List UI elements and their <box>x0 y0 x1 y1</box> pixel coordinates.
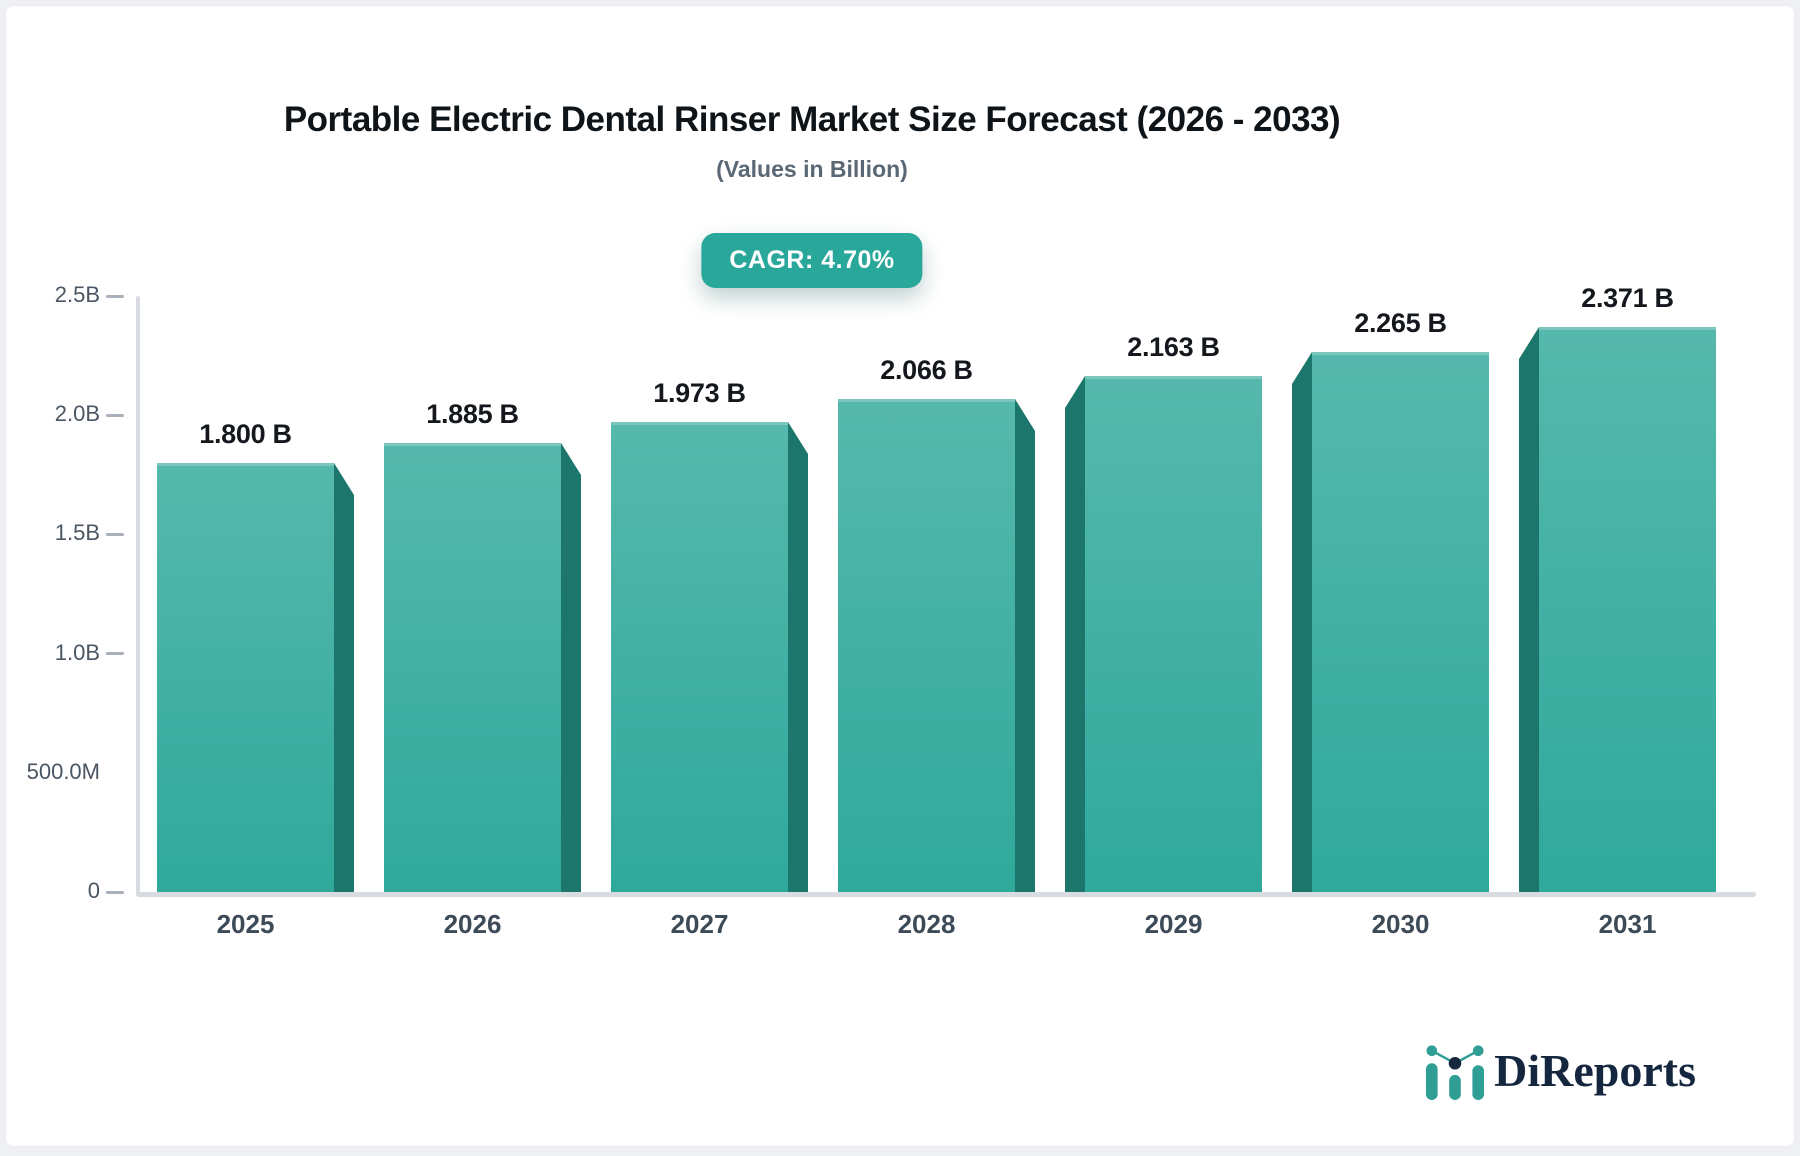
x-axis-label-2031: 2031 <box>1598 909 1657 939</box>
bar-side-face-2031 <box>1519 327 1539 892</box>
bar-value-label-2027: 1.973 B <box>653 378 746 408</box>
bar-value-label-2031: 2.371 B <box>1581 283 1674 313</box>
y-axis-tick-label: 2.5B <box>54 282 100 307</box>
y-axis-tick-dash <box>106 294 124 298</box>
bar-value-label-2026: 1.885 B <box>426 399 519 429</box>
x-axis-label-2030: 2030 <box>1371 909 1430 939</box>
bar-value-label-2025: 1.800 B <box>199 419 292 449</box>
y-axis-tick-dash <box>106 652 124 656</box>
bar-side-face-2030 <box>1292 352 1312 892</box>
y-axis-tick-label: 1.0B <box>54 639 100 665</box>
bar-side-face-2029 <box>1065 376 1085 892</box>
bar-2028 <box>838 399 1015 892</box>
direports-logo: DiReports <box>1424 1042 1696 1100</box>
bar-value-label-2030: 2.265 B <box>1354 308 1447 338</box>
plot-area: 2.5B 2.0B 1.5B 1.0B 500.0M 0 1.800 B 2025 1.885 … <box>6 6 1794 1146</box>
x-axis-label-2025: 2025 <box>216 909 275 939</box>
chart-title: Portable Electric Dental Rinser Market S… <box>283 100 1341 139</box>
x-axis-label-2026: 2026 <box>443 909 502 939</box>
bar-side-face-2027 <box>788 422 808 892</box>
bar-side-face-2026 <box>561 443 581 892</box>
bar-2029 <box>1085 376 1262 892</box>
bar-2031 <box>1539 327 1716 892</box>
bar-2030 <box>1312 352 1489 892</box>
bar-2026 <box>384 443 561 892</box>
bar-value-label-2028: 2.066 B <box>880 355 973 385</box>
x-axis-baseline <box>136 892 1756 897</box>
bar-side-face-2025 <box>334 463 354 892</box>
y-axis-tick-label: 1.5B <box>54 520 100 546</box>
x-axis-label-2029: 2029 <box>1144 909 1203 939</box>
y-axis-tick-label: 2.0B <box>54 401 100 427</box>
y-axis-tick-label: 0 <box>87 878 100 903</box>
direports-logo-text: DiReports <box>1494 1045 1696 1096</box>
y-axis-tick-dash <box>106 413 124 417</box>
chart-card: Portable Electric Dental Rinser Market S… <box>5 5 1795 1147</box>
bar-side-face-2028 <box>1015 399 1035 892</box>
chart-subtitle: (Values in Billion) <box>716 156 908 182</box>
cagr-badge: CAGR: 4.70% <box>701 233 923 288</box>
y-axis-line <box>136 296 140 894</box>
bar-2027 <box>611 422 788 892</box>
y-axis-tick-label: 500.0M <box>26 758 100 784</box>
y-axis-tick-dash <box>106 890 124 894</box>
x-axis-label-2027: 2027 <box>670 909 729 939</box>
bar-2025 <box>157 463 334 892</box>
y-axis-tick-dash <box>106 532 124 536</box>
bar-value-label-2029: 2.163 B <box>1127 332 1220 362</box>
x-axis-label-2028: 2028 <box>897 909 956 939</box>
direports-logo-icon <box>1426 1045 1485 1100</box>
